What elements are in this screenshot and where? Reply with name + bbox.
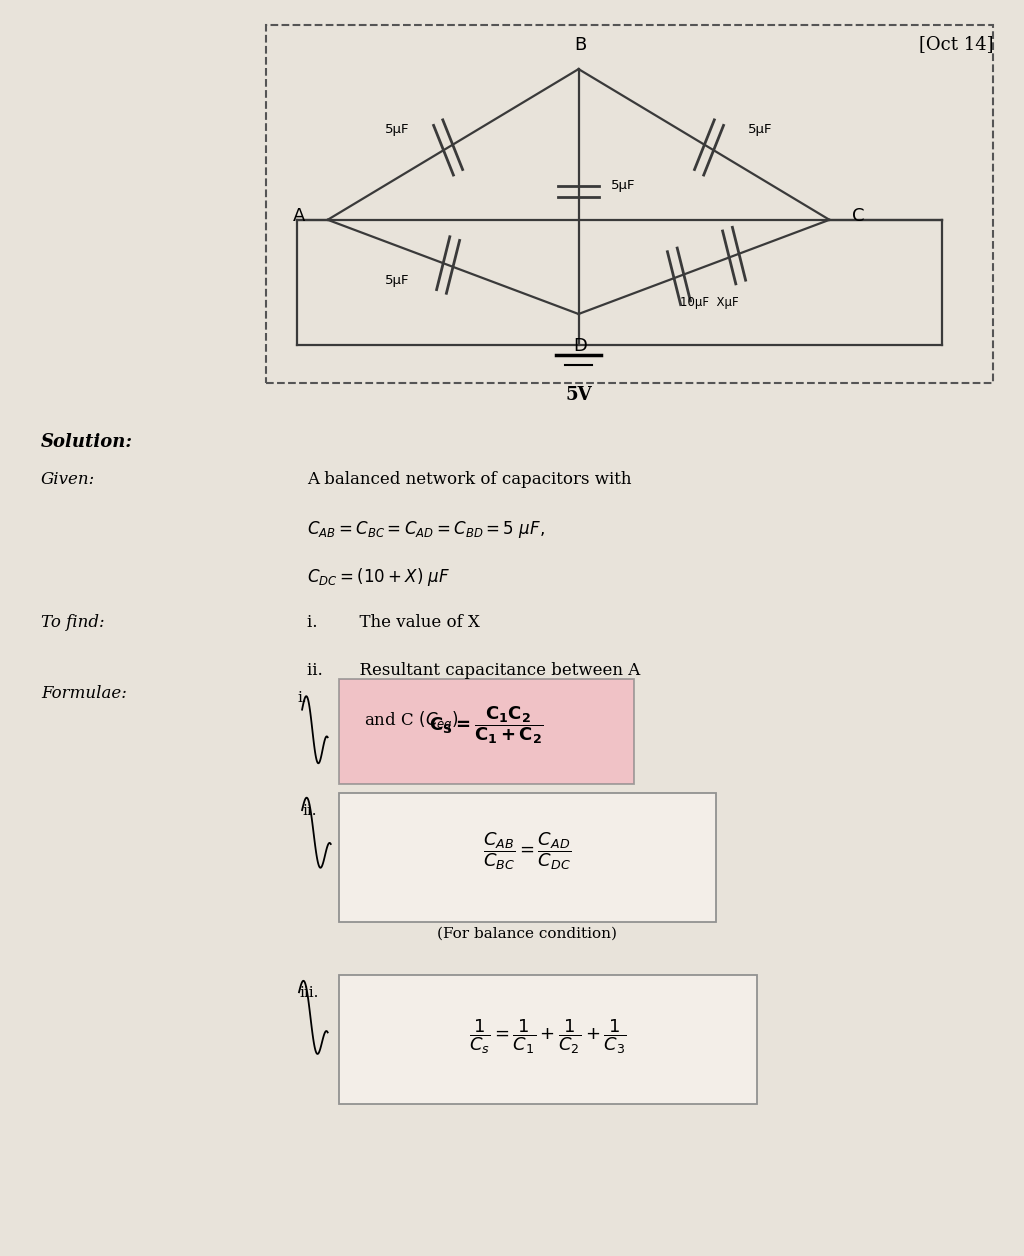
Text: A: A xyxy=(293,207,305,225)
Text: A balanced network of capacitors with: A balanced network of capacitors with xyxy=(307,471,632,489)
Text: 5μF: 5μF xyxy=(385,123,410,137)
Text: [Oct 14]: [Oct 14] xyxy=(919,35,993,53)
Text: $\mathbf{C_S = \dfrac{C_1C_2}{C_1 + C_2}}$: $\mathbf{C_S = \dfrac{C_1C_2}{C_1 + C_2}… xyxy=(429,705,544,746)
Text: Solution:: Solution: xyxy=(41,433,133,451)
Text: (For balance condition): (For balance condition) xyxy=(437,927,617,941)
Text: and C $(C_{eq})$: and C $(C_{eq})$ xyxy=(364,710,459,734)
Text: ii.       Resultant capacitance between A: ii. Resultant capacitance between A xyxy=(307,662,640,679)
Text: 5V: 5V xyxy=(565,386,592,403)
Text: $\dfrac{1}{C_s} = \dfrac{1}{C_1} + \dfrac{1}{C_2} + \dfrac{1}{C_3}$: $\dfrac{1}{C_s} = \dfrac{1}{C_1} + \dfra… xyxy=(469,1017,627,1056)
Text: Given:: Given: xyxy=(41,471,95,489)
Text: B: B xyxy=(574,36,587,54)
Bar xyxy=(266,25,993,383)
Text: $C_{AB} = C_{BC} = C_{AD} = C_{BD} = 5\ \mu F,$: $C_{AB} = C_{BC} = C_{AD} = C_{BD} = 5\ … xyxy=(307,519,545,540)
Text: 5μF: 5μF xyxy=(611,178,636,192)
Text: $C_{DC} = (10 + X)\ \mu F$: $C_{DC} = (10 + X)\ \mu F$ xyxy=(307,566,451,589)
Text: iii.: iii. xyxy=(299,986,318,1000)
FancyBboxPatch shape xyxy=(339,975,757,1104)
Text: i.: i. xyxy=(297,691,306,705)
Text: To find:: To find: xyxy=(41,614,104,632)
Text: $\dfrac{C_{AB}}{C_{BC}} = \dfrac{C_{AD}}{C_{DC}}$: $\dfrac{C_{AB}}{C_{BC}} = \dfrac{C_{AD}}… xyxy=(483,830,571,872)
Text: 5μF: 5μF xyxy=(385,274,410,286)
Text: ii.: ii. xyxy=(302,804,316,818)
Text: Formulae:: Formulae: xyxy=(41,685,127,702)
Text: 5μF: 5μF xyxy=(748,123,772,137)
FancyBboxPatch shape xyxy=(339,793,716,922)
Text: D: D xyxy=(573,337,588,354)
Text: i.        The value of X: i. The value of X xyxy=(307,614,480,632)
Text: C: C xyxy=(852,207,864,225)
FancyBboxPatch shape xyxy=(339,679,634,784)
Text: 10μF  XμF: 10μF XμF xyxy=(680,295,738,309)
